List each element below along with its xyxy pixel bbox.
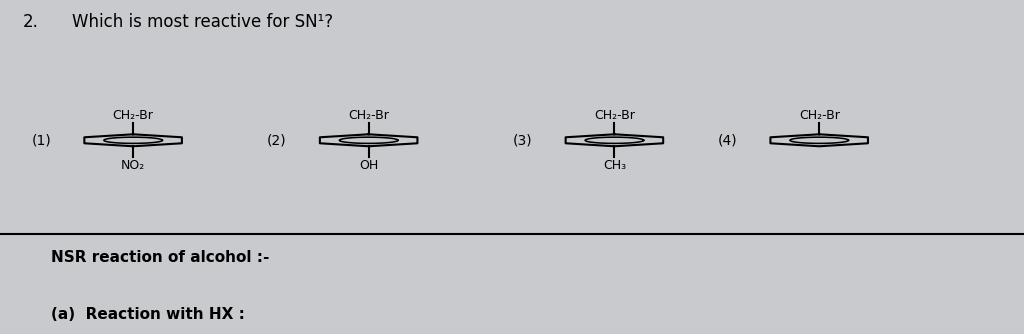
Text: CH₂-Br: CH₂-Br bbox=[799, 109, 840, 122]
Text: OH: OH bbox=[359, 159, 378, 172]
Text: CH₂-Br: CH₂-Br bbox=[594, 109, 635, 122]
Text: NO₂: NO₂ bbox=[121, 159, 145, 172]
Text: CH₂-Br: CH₂-Br bbox=[348, 109, 389, 122]
Text: CH₃: CH₃ bbox=[603, 159, 626, 172]
Text: 2.: 2. bbox=[23, 13, 39, 31]
Text: (1): (1) bbox=[32, 133, 51, 147]
Text: NSR reaction of alcohol :-: NSR reaction of alcohol :- bbox=[51, 250, 269, 266]
Text: CH₂-Br: CH₂-Br bbox=[113, 109, 154, 122]
Text: (4): (4) bbox=[718, 133, 737, 147]
Text: (2): (2) bbox=[267, 133, 287, 147]
Text: Which is most reactive for SN¹?: Which is most reactive for SN¹? bbox=[72, 13, 333, 31]
Text: (a)  Reaction with HX :: (a) Reaction with HX : bbox=[51, 307, 245, 322]
Text: (3): (3) bbox=[513, 133, 532, 147]
